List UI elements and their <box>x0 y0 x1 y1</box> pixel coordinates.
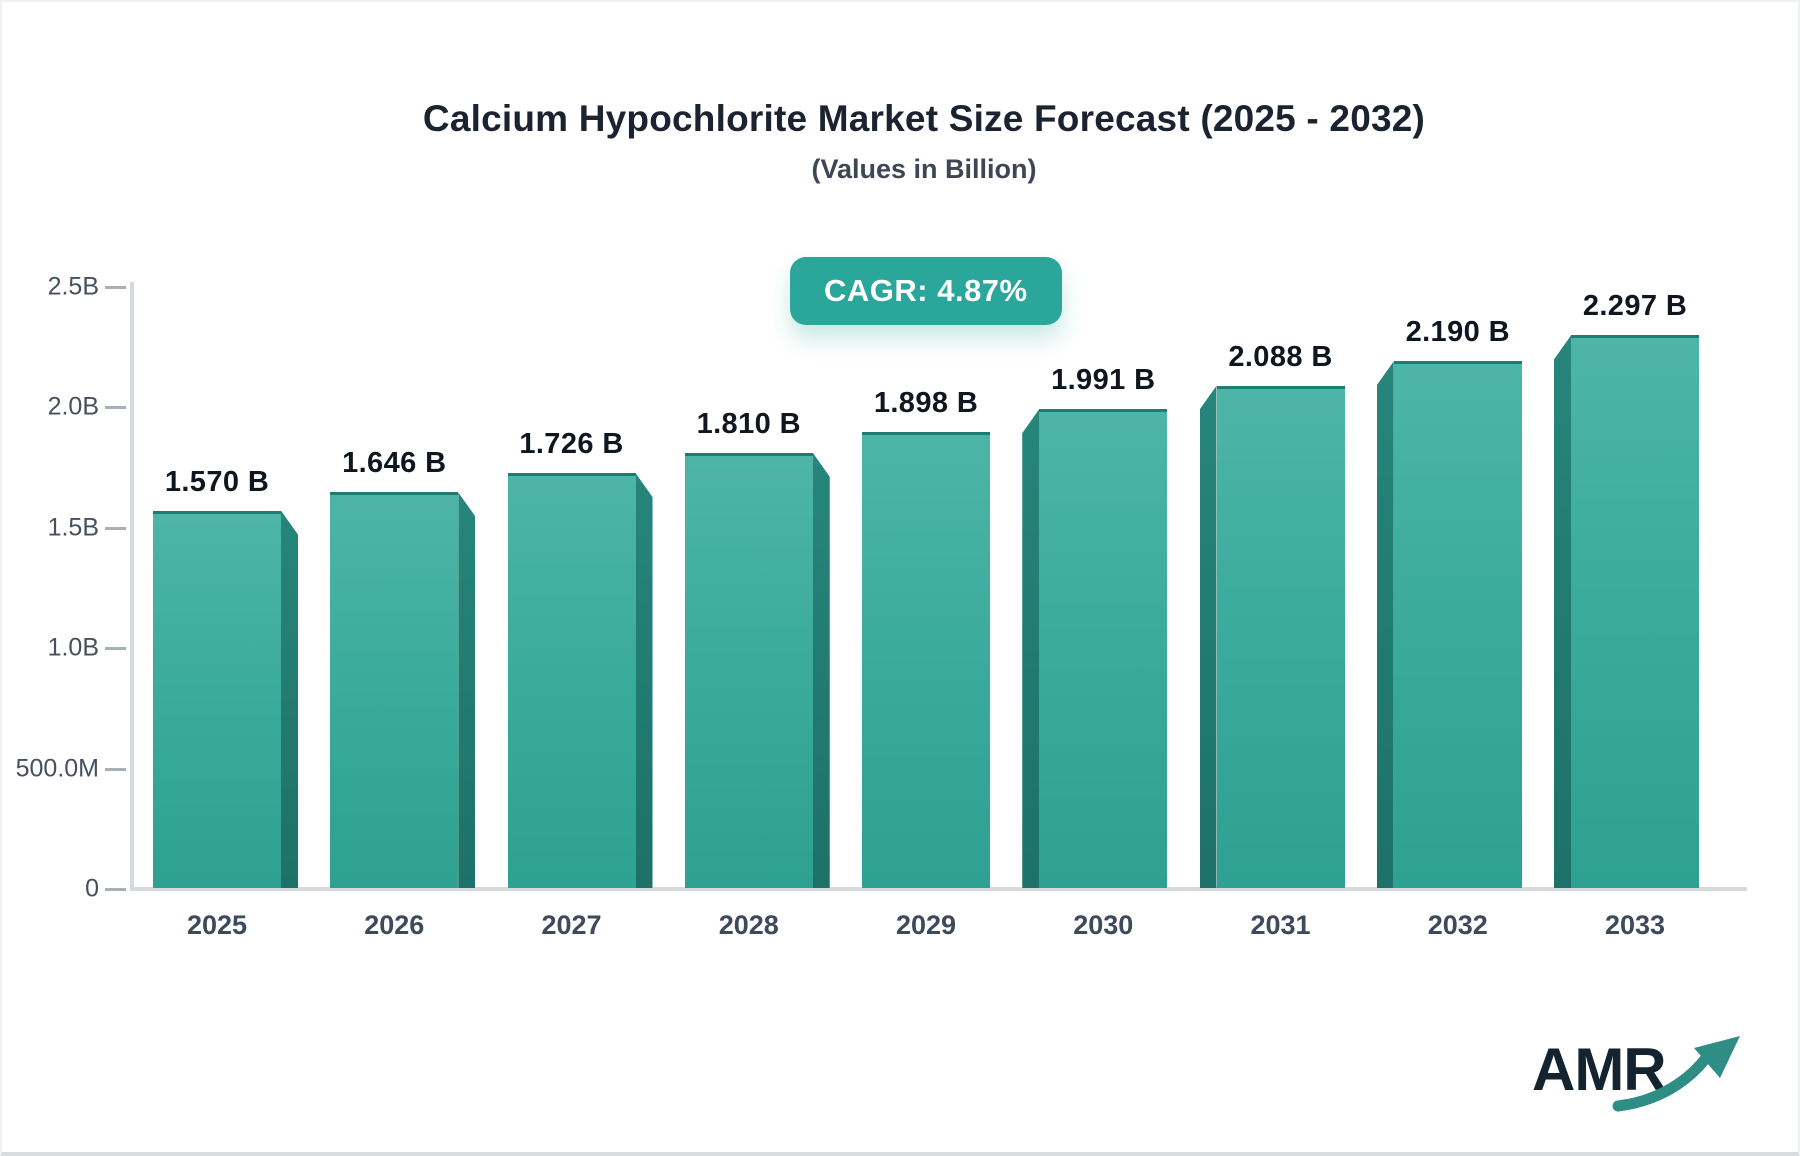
bar-value-label: 1.810 B <box>696 407 801 440</box>
chart-header: Calcium Hypochlorite Market Size Forecas… <box>24 2 1798 185</box>
bar-side <box>1022 409 1040 888</box>
x-tick-label: 2027 <box>541 910 602 940</box>
y-tick-label: 1.5B <box>47 513 99 541</box>
x-axis-line <box>130 887 1747 891</box>
growth-arrow-icon <box>1612 1036 1740 1112</box>
bar-face <box>1216 385 1345 888</box>
y-tick-dash <box>105 647 126 650</box>
x-tick-label: 2028 <box>718 910 779 940</box>
y-tick-label: 2.0B <box>47 392 99 421</box>
bar-value-label: 1.726 B <box>519 428 624 461</box>
chart-subtitle: (Values in Billion) <box>811 154 1037 184</box>
x-tick-label: 2029 <box>895 910 957 940</box>
y-tick-label: 500.0M <box>15 754 99 782</box>
bar-side <box>1554 335 1571 888</box>
bar-value-label: 1.646 B <box>342 447 447 480</box>
bar-face <box>1039 409 1168 888</box>
bar-side <box>458 492 476 888</box>
amr-logo: AMR <box>1532 1036 1752 1130</box>
bar-value-label: 1.991 B <box>1051 364 1156 397</box>
x-tick-label: 2033 <box>1604 910 1666 940</box>
y-tick-label: 1.0B <box>47 633 99 662</box>
bar-value-label: 1.898 B <box>873 386 979 419</box>
bar-value-label: 1.570 B <box>164 465 270 498</box>
y-tick-dash <box>105 406 126 409</box>
x-tick-label: 2032 <box>1427 910 1488 940</box>
x-tick-label: 2031 <box>1250 910 1311 940</box>
y-axis-line <box>130 282 134 891</box>
bar-face <box>330 492 459 888</box>
bar-face <box>153 510 281 888</box>
y-tick-dash <box>105 285 126 289</box>
y-tick-label: 2.5B <box>47 272 99 300</box>
bar-side <box>1199 385 1217 888</box>
chart-title: Calcium Hypochlorite Market Size Forecas… <box>422 98 1426 139</box>
bar-side <box>281 510 298 888</box>
y-tick-dash <box>105 888 126 891</box>
y-tick-dash <box>105 526 126 530</box>
bar-value-label: 2.088 B <box>1228 340 1333 373</box>
bar-face <box>862 431 990 888</box>
x-tick-label: 2030 <box>1073 910 1134 940</box>
x-tick-label: 2026 <box>364 910 425 940</box>
bar-value-label: 2.297 B <box>1582 290 1688 323</box>
y-tick-dash <box>105 767 126 771</box>
cagr-badge: CAGR: 4.87% <box>790 257 1062 325</box>
bar-side <box>812 452 830 888</box>
bar-side <box>635 473 653 888</box>
bar-face <box>507 473 636 888</box>
y-tick-label: 0 <box>85 874 99 903</box>
amr-logo-text: AMR <box>1532 1036 1667 1103</box>
bar-face <box>1571 335 1699 888</box>
x-tick-label: 2025 <box>186 910 248 940</box>
bar-face <box>1393 361 1522 888</box>
bar-value-label: 2.190 B <box>1405 316 1510 349</box>
bar-side <box>1376 361 1394 888</box>
bar-face <box>684 452 813 888</box>
